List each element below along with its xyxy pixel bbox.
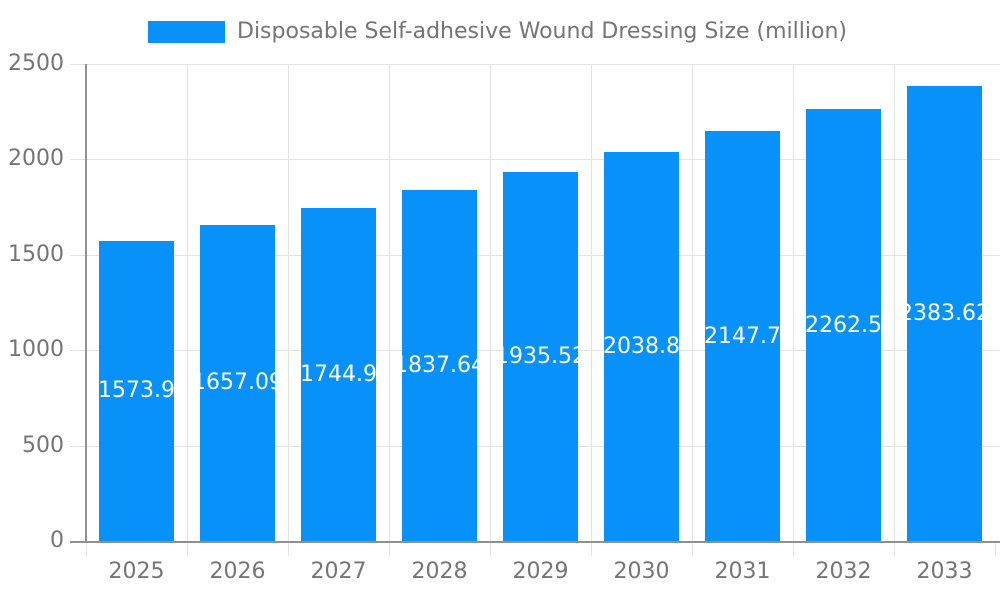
bar[interactable]: 1657.09 — [200, 224, 275, 541]
axis-tick — [995, 541, 996, 556]
x-axis-label: 2028 — [411, 559, 468, 584]
h-gridline — [70, 159, 1000, 161]
y-axis-label: 1000 — [8, 337, 64, 363]
v-gridline — [187, 64, 188, 556]
y-axis-label: 2500 — [8, 51, 64, 76]
x-axis-label: 2027 — [310, 559, 367, 584]
v-gridline — [389, 64, 390, 556]
v-gridline — [591, 64, 592, 556]
bar[interactable]: 1744.9 — [301, 208, 376, 541]
bar[interactable]: 2038.8 — [604, 151, 679, 541]
h-gridline — [70, 64, 1000, 65]
x-axis-label: 2026 — [209, 559, 266, 584]
bar-value-label: 2038.8 — [604, 333, 679, 359]
bar[interactable]: 2147.7 — [705, 131, 780, 541]
legend-swatch — [148, 21, 225, 43]
x-axis-line — [70, 541, 1000, 543]
y-axis-label: 2000 — [8, 146, 64, 172]
x-axis-label: 2031 — [714, 559, 771, 584]
v-gridline — [288, 64, 289, 556]
x-axis-label: 2029 — [512, 559, 569, 584]
legend-item[interactable]: Disposable Self-adhesive Wound Dressing … — [148, 20, 847, 44]
bar[interactable]: 1837.64 — [402, 190, 477, 541]
bar-value-label: 1837.64 — [402, 353, 477, 379]
bar-value-label: 2147.7 — [705, 323, 780, 349]
x-axis-label: 2025 — [108, 559, 165, 584]
bar-value-label: 1657.09 — [200, 370, 275, 396]
bar-value-label: 1573.9 — [99, 378, 174, 404]
bar[interactable]: 2262.5 — [806, 109, 881, 541]
bar-value-label: 1744.9 — [301, 362, 376, 388]
bar-value-label: 2262.5 — [806, 312, 881, 338]
y-axis-label: 1500 — [8, 241, 64, 267]
x-axis-label: 2033 — [916, 559, 973, 584]
bar-value-label: 1935.52 — [503, 343, 578, 369]
bar[interactable]: 1573.9 — [99, 240, 174, 541]
v-gridline — [793, 64, 794, 556]
legend-label: Disposable Self-adhesive Wound Dressing … — [237, 19, 847, 44]
v-gridline — [692, 64, 693, 556]
v-gridline — [894, 64, 895, 556]
y-axis-label: 0 — [50, 528, 64, 553]
y-axis-label: 500 — [22, 432, 64, 458]
axis-tick — [86, 541, 87, 556]
y-axis-line — [85, 64, 87, 543]
x-axis-label: 2030 — [613, 559, 670, 584]
bar[interactable]: 1935.52 — [503, 171, 578, 541]
x-axis-label: 2032 — [815, 559, 872, 584]
v-gridline — [490, 64, 491, 556]
